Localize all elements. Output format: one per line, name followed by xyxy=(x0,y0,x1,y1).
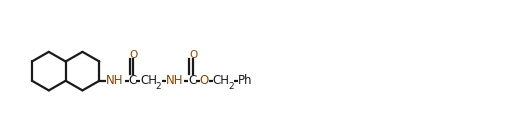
Text: C: C xyxy=(188,74,196,87)
Text: 2: 2 xyxy=(228,82,233,91)
Text: Ph: Ph xyxy=(238,74,252,87)
Text: 2: 2 xyxy=(155,82,161,91)
Text: CH: CH xyxy=(212,74,229,87)
Text: CH: CH xyxy=(140,74,157,87)
Text: O: O xyxy=(189,50,198,60)
Text: O: O xyxy=(200,74,209,87)
Text: O: O xyxy=(130,50,138,60)
Text: NH: NH xyxy=(106,74,124,87)
Text: NH: NH xyxy=(166,74,183,87)
Text: C: C xyxy=(129,74,137,87)
